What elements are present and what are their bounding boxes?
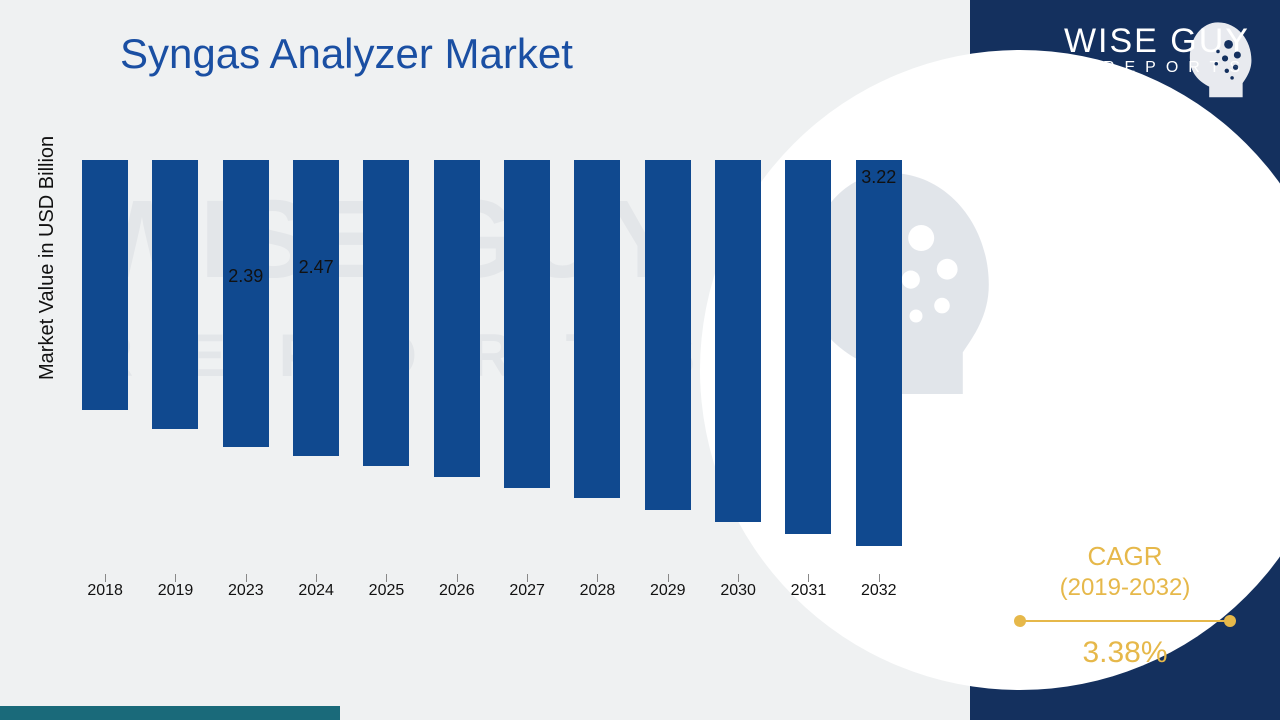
bottom-accent-bar xyxy=(0,706,340,720)
bar xyxy=(715,160,761,522)
bar-wrap xyxy=(434,160,480,580)
cagr-box: CAGR (2019-2032) 3.38% xyxy=(1010,541,1240,670)
x-axis: 2018 2019 2023 2024 2025 2026 2027 2028 2029 2030… xyxy=(82,582,902,600)
bar xyxy=(152,160,198,429)
bar xyxy=(363,160,409,466)
x-tick: 2025 xyxy=(363,582,409,600)
bar xyxy=(82,160,128,410)
cagr-period: (2019-2032) xyxy=(1010,574,1240,602)
bar-wrap xyxy=(715,160,761,580)
x-tick: 2023 xyxy=(223,582,269,600)
chart-title: Syngas Analyzer Market xyxy=(120,30,573,78)
bar-wrap xyxy=(645,160,691,580)
bar-value-label: 2.39 xyxy=(228,266,263,287)
bar-wrap: 2.39 xyxy=(223,160,269,580)
x-tick: 2030 xyxy=(715,582,761,600)
x-tick: 2029 xyxy=(645,582,691,600)
bar-wrap: 3.22 xyxy=(856,160,902,580)
x-tick: 2028 xyxy=(574,582,620,600)
y-axis-label: Market Value in USD Billion xyxy=(36,136,59,380)
bar-value-label: 3.22 xyxy=(861,167,896,188)
bar xyxy=(574,160,620,498)
x-tick: 2032 xyxy=(856,582,902,600)
bar-chart-plot: 2.39 2.47 3.22 xyxy=(82,160,902,580)
bar-wrap xyxy=(574,160,620,580)
x-tick: 2031 xyxy=(785,582,831,600)
bar-value-label: 2.47 xyxy=(299,257,334,278)
bar-wrap xyxy=(82,160,128,580)
logo-head-icon xyxy=(1174,18,1262,106)
x-tick: 2026 xyxy=(434,582,480,600)
x-tick: 2018 xyxy=(82,582,128,600)
cagr-divider xyxy=(1020,620,1230,622)
bar xyxy=(645,160,691,510)
x-tick: 2027 xyxy=(504,582,550,600)
infographic-canvas: WISE GUY R E P O R T S Syngas Analyzer M… xyxy=(0,0,1280,720)
bar-wrap xyxy=(504,160,550,580)
bar xyxy=(434,160,480,477)
bar xyxy=(785,160,831,534)
bar-wrap xyxy=(152,160,198,580)
bar xyxy=(504,160,550,488)
cagr-value: 3.38% xyxy=(1010,636,1240,670)
bar xyxy=(856,160,902,546)
bar xyxy=(223,160,269,447)
cagr-label: CAGR xyxy=(1010,541,1240,572)
bar-wrap: 2.47 xyxy=(293,160,339,580)
x-tick: 2019 xyxy=(152,582,198,600)
bar-wrap xyxy=(785,160,831,580)
x-tick: 2024 xyxy=(293,582,339,600)
bar xyxy=(293,160,339,456)
bar-wrap xyxy=(363,160,409,580)
